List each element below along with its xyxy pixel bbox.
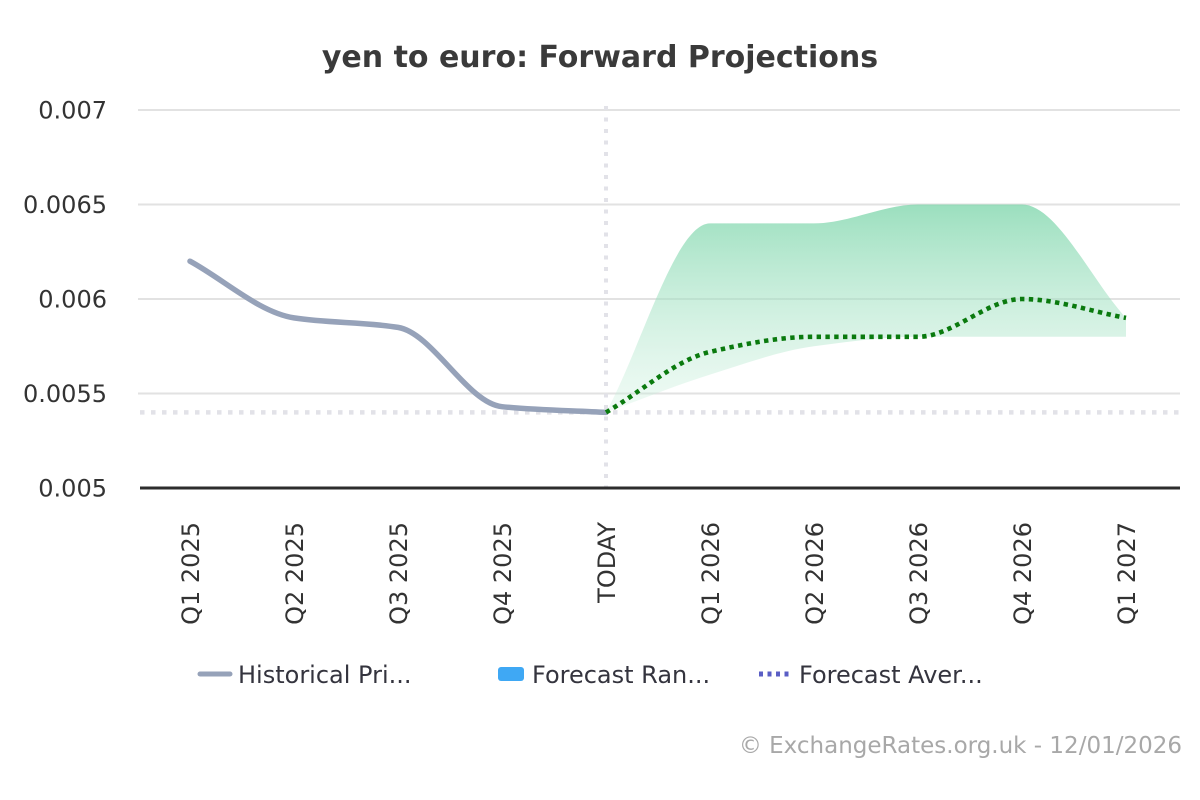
y-tick-label: 0.006: [38, 286, 107, 314]
x-tick-label: Q4 2025: [489, 522, 517, 625]
y-tick-label: 0.0055: [23, 380, 107, 408]
forecast-average-line: [604, 296, 1127, 415]
reference-lines: [140, 106, 1180, 488]
historical-price-line: [187, 258, 609, 416]
forecast-range-area: [606, 204, 1126, 413]
y-tick-label: 0.0065: [23, 191, 107, 219]
x-tick-label: Q3 2025: [385, 522, 413, 625]
y-tick-label: 0.005: [38, 475, 107, 503]
y-axis-labels: 0.005 0.0055 0.006 0.0065 0.007: [23, 97, 107, 503]
x-tick-label: Q2 2025: [281, 522, 309, 625]
x-tick-label: Q2 2026: [801, 522, 829, 625]
x-tick-label: Q1 2026: [697, 522, 725, 625]
x-tick-label: TODAY: [593, 522, 621, 604]
legend-item-historical[interactable]: Historical Pri...: [197, 661, 412, 689]
x-axis-labels: Q1 2025 Q2 2025 Q3 2025 Q4 2025 TODAY Q1 2026…: [177, 522, 1141, 625]
forecast-range-swatch: [498, 667, 524, 681]
legend-item-forecast-range[interactable]: Forecast Ran...: [498, 661, 710, 689]
watermark: © ExchangeRates.org.uk - 12/01/2026: [739, 733, 1182, 759]
x-tick-label: Q1 2025: [177, 522, 205, 625]
x-tick-label: Q3 2026: [905, 522, 933, 625]
y-tick-label: 0.007: [38, 97, 107, 125]
series-layer: [187, 204, 1127, 416]
legend: Historical Pri... Forecast Ran... Foreca…: [197, 661, 983, 689]
legend-label-forecast-range: Forecast Ran...: [532, 661, 710, 689]
x-tick-label: Q1 2027: [1113, 522, 1141, 625]
chart-title: yen to euro: Forward Projections: [322, 40, 878, 75]
legend-label-historical: Historical Pri...: [238, 661, 412, 689]
legend-label-forecast-average: Forecast Aver...: [799, 661, 983, 689]
legend-item-forecast-average[interactable]: Forecast Aver...: [759, 661, 983, 689]
x-tick-label: Q4 2026: [1009, 522, 1037, 625]
